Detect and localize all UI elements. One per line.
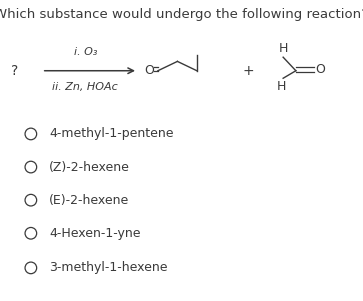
Text: +: +: [243, 64, 254, 78]
Text: (E)-2-hexene: (E)-2-hexene: [49, 194, 129, 207]
Text: (Z)-2-hexene: (Z)-2-hexene: [49, 160, 130, 174]
Text: i. O₃: i. O₃: [74, 47, 97, 57]
Text: O: O: [144, 64, 154, 77]
Text: H: H: [278, 42, 288, 55]
Text: 3-methyl-1-hexene: 3-methyl-1-hexene: [49, 261, 167, 275]
Text: 4-Hexen-1-yne: 4-Hexen-1-yne: [49, 227, 140, 240]
Text: ?: ?: [11, 64, 18, 78]
Text: O: O: [315, 63, 325, 76]
Text: 4-methyl-1-pentene: 4-methyl-1-pentene: [49, 127, 174, 141]
Text: Which substance would undergo the following reaction?: Which substance would undergo the follow…: [0, 8, 363, 20]
Text: H: H: [277, 80, 286, 93]
Text: ii. Zn, HOAc: ii. Zn, HOAc: [52, 82, 118, 92]
